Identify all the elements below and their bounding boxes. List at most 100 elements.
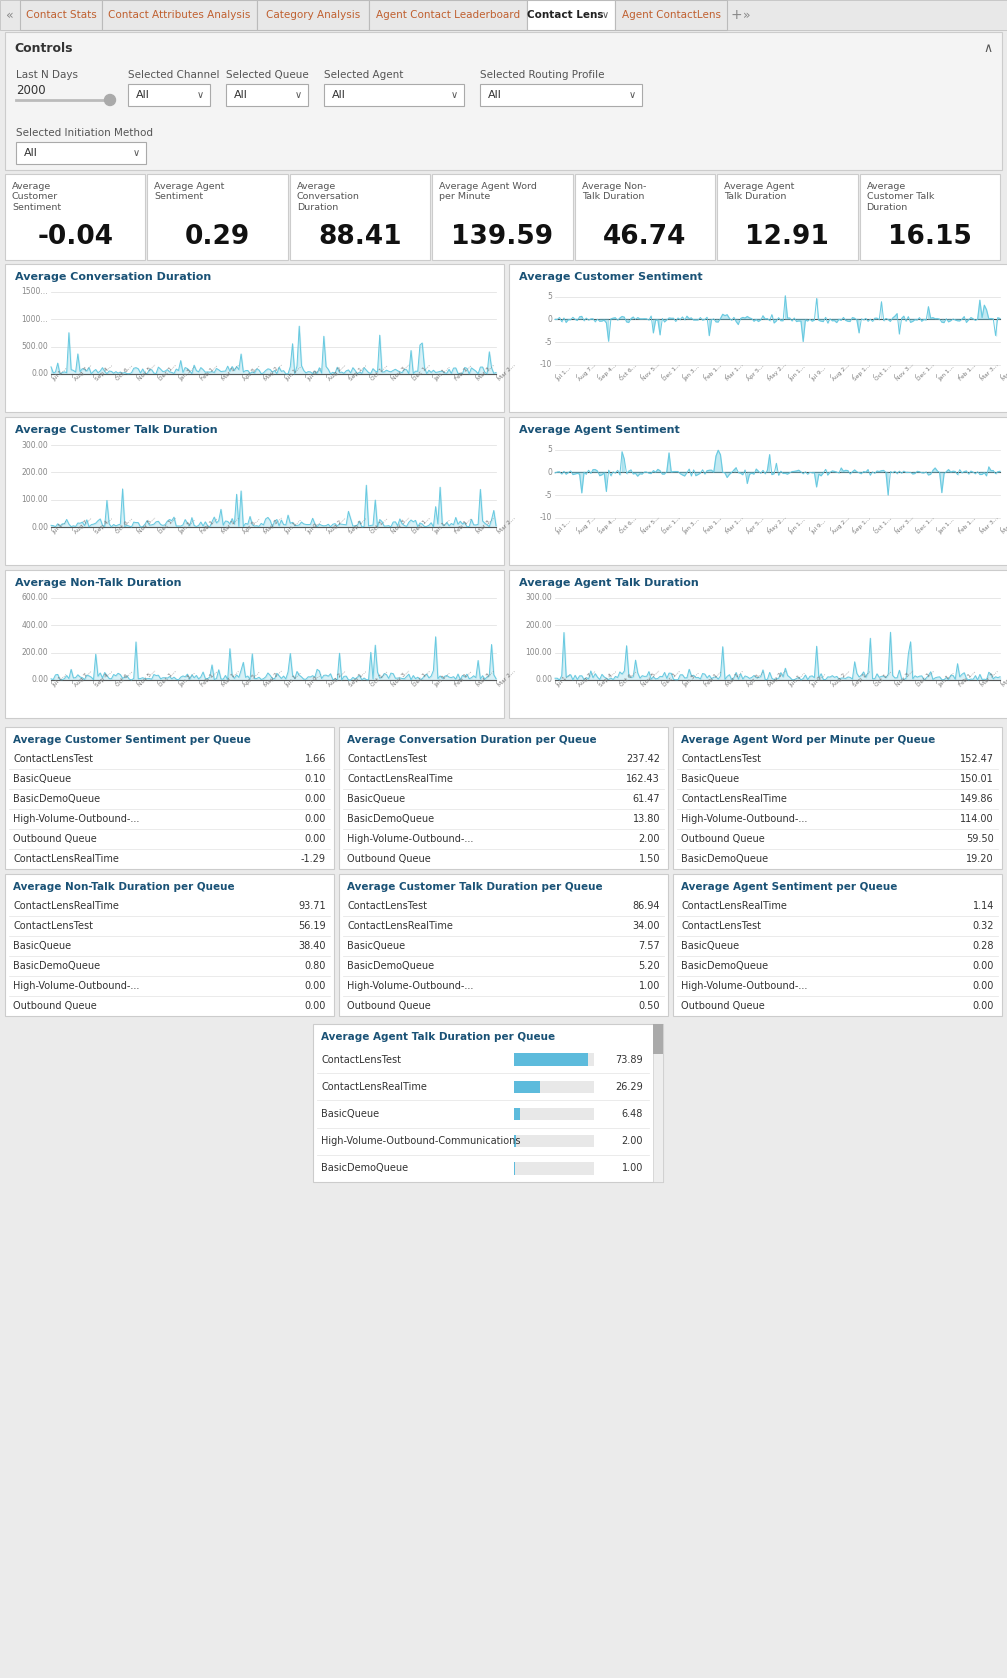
Text: Aug 7...: Aug 7...: [74, 668, 93, 688]
Bar: [16, 143, 146, 164]
Text: Average Non-
Talk Duration: Average Non- Talk Duration: [582, 181, 646, 201]
Text: Dec 1...: Dec 1...: [412, 515, 432, 535]
Text: Jan 1...: Jan 1...: [938, 364, 956, 381]
Bar: [514, 1081, 594, 1092]
Text: Oct 1...: Oct 1...: [874, 670, 892, 688]
Text: May 2...: May 2...: [768, 668, 788, 688]
Text: 200.00: 200.00: [526, 621, 552, 629]
Text: Jan 3...: Jan 3...: [683, 517, 701, 535]
Text: Average Customer Sentiment: Average Customer Sentiment: [519, 272, 703, 282]
Text: Jul 1...: Jul 1...: [52, 671, 68, 688]
Text: Selected Agent: Selected Agent: [324, 70, 404, 81]
Text: Jan 1...: Jan 1...: [433, 670, 451, 688]
Text: May 2...: May 2...: [264, 515, 284, 535]
Text: Jan 3...: Jan 3...: [179, 364, 197, 381]
Text: ContactLensTest: ContactLensTest: [347, 753, 427, 763]
Bar: [514, 1081, 541, 1092]
Text: Feb 1...: Feb 1...: [454, 362, 473, 381]
Text: BasicDemoQueue: BasicDemoQueue: [13, 794, 100, 804]
Bar: [575, 175, 715, 260]
Bar: [20, 0, 102, 30]
Text: Jan 1...: Jan 1...: [938, 670, 956, 688]
Text: BasicDemoQueue: BasicDemoQueue: [13, 961, 100, 972]
Text: Mar 3...: Mar 3...: [980, 362, 999, 381]
Text: 73.89: 73.89: [615, 1054, 643, 1064]
Text: 100.00: 100.00: [21, 495, 48, 503]
Text: 86.94: 86.94: [632, 901, 660, 911]
Bar: [0, 0, 1007, 30]
Text: Feb 1...: Feb 1...: [959, 362, 978, 381]
Text: Feb 1...: Feb 1...: [454, 670, 473, 688]
Text: 114.00: 114.00: [961, 814, 994, 824]
Bar: [514, 1054, 588, 1066]
Text: Dec 1...: Dec 1...: [662, 515, 682, 535]
Bar: [147, 175, 288, 260]
Text: -1.29: -1.29: [301, 854, 326, 864]
Text: 150.01: 150.01: [961, 774, 994, 784]
Text: Jan 3...: Jan 3...: [683, 364, 701, 381]
Text: 1.14: 1.14: [973, 901, 994, 911]
Text: Average Agent Sentiment: Average Agent Sentiment: [519, 425, 680, 435]
Bar: [653, 1024, 663, 1181]
Text: Nov 3...: Nov 3...: [895, 362, 914, 381]
Text: Nov 5...: Nov 5...: [137, 362, 156, 381]
Text: 26.29: 26.29: [615, 1082, 643, 1092]
Text: 0.29: 0.29: [185, 223, 251, 250]
Bar: [673, 874, 1002, 1015]
Text: Mar 1...: Mar 1...: [725, 362, 745, 381]
Text: 0.00: 0.00: [31, 369, 48, 379]
Text: Mar 1...: Mar 1...: [222, 515, 241, 535]
Text: Average Agent Word per Minute per Queue: Average Agent Word per Minute per Queue: [681, 735, 936, 745]
Text: ContactLensTest: ContactLensTest: [681, 921, 761, 931]
Text: ∨: ∨: [133, 148, 140, 158]
Text: 38.40: 38.40: [298, 941, 326, 951]
Text: 300.00: 300.00: [21, 441, 48, 450]
Text: Outbound Queue: Outbound Queue: [13, 1002, 97, 1012]
Text: Jul 1...: Jul 1...: [556, 519, 572, 535]
Text: 5: 5: [547, 445, 552, 455]
Bar: [514, 1107, 521, 1121]
Text: ∨: ∨: [601, 10, 608, 20]
Text: 200.00: 200.00: [21, 468, 48, 477]
Text: Average Conversation Duration per Queue: Average Conversation Duration per Queue: [347, 735, 596, 745]
Text: 1.00: 1.00: [621, 1163, 643, 1173]
Text: May 2...: May 2...: [768, 515, 788, 535]
Text: Nov 5...: Nov 5...: [640, 668, 661, 688]
Text: Category Analysis: Category Analysis: [266, 10, 361, 20]
Text: Mar 3...: Mar 3...: [476, 362, 495, 381]
Text: Controls: Controls: [14, 42, 73, 55]
Bar: [290, 175, 430, 260]
Bar: [527, 0, 615, 30]
Bar: [480, 84, 642, 106]
Bar: [653, 1024, 663, 1054]
Text: 149.86: 149.86: [961, 794, 994, 804]
Text: Aug 2...: Aug 2...: [832, 668, 851, 688]
Text: Nov 3...: Nov 3...: [391, 362, 411, 381]
Text: Average Conversation Duration: Average Conversation Duration: [15, 272, 211, 282]
Bar: [5, 263, 504, 413]
Text: Mar 3...: Mar 3...: [476, 515, 495, 535]
Text: 0.80: 0.80: [305, 961, 326, 972]
Text: Average
Customer
Sentiment: Average Customer Sentiment: [12, 181, 61, 211]
Text: BasicDemoQueue: BasicDemoQueue: [681, 854, 768, 864]
Text: Feb 1...: Feb 1...: [454, 515, 473, 535]
Text: BasicQueue: BasicQueue: [13, 941, 71, 951]
Text: »: »: [743, 8, 750, 22]
Text: 88.41: 88.41: [318, 223, 402, 250]
Bar: [673, 727, 1002, 869]
Bar: [313, 1024, 663, 1181]
Text: ContactLensRealTime: ContactLensRealTime: [13, 854, 119, 864]
Bar: [324, 84, 464, 106]
Text: 0.00: 0.00: [305, 1002, 326, 1012]
Text: 2.00: 2.00: [638, 834, 660, 844]
Text: Average
Conversation
Duration: Average Conversation Duration: [297, 181, 359, 211]
Text: May 2...: May 2...: [264, 668, 284, 688]
Text: May 2...: May 2...: [768, 361, 788, 381]
Text: Jul 1...: Jul 1...: [52, 366, 68, 381]
Text: Jul 1...: Jul 1...: [556, 671, 572, 688]
Text: ContactLensRealTime: ContactLensRealTime: [347, 921, 453, 931]
Text: 0.10: 0.10: [305, 774, 326, 784]
Text: All: All: [136, 91, 150, 101]
Bar: [128, 84, 210, 106]
Text: Nov 3...: Nov 3...: [391, 668, 411, 688]
